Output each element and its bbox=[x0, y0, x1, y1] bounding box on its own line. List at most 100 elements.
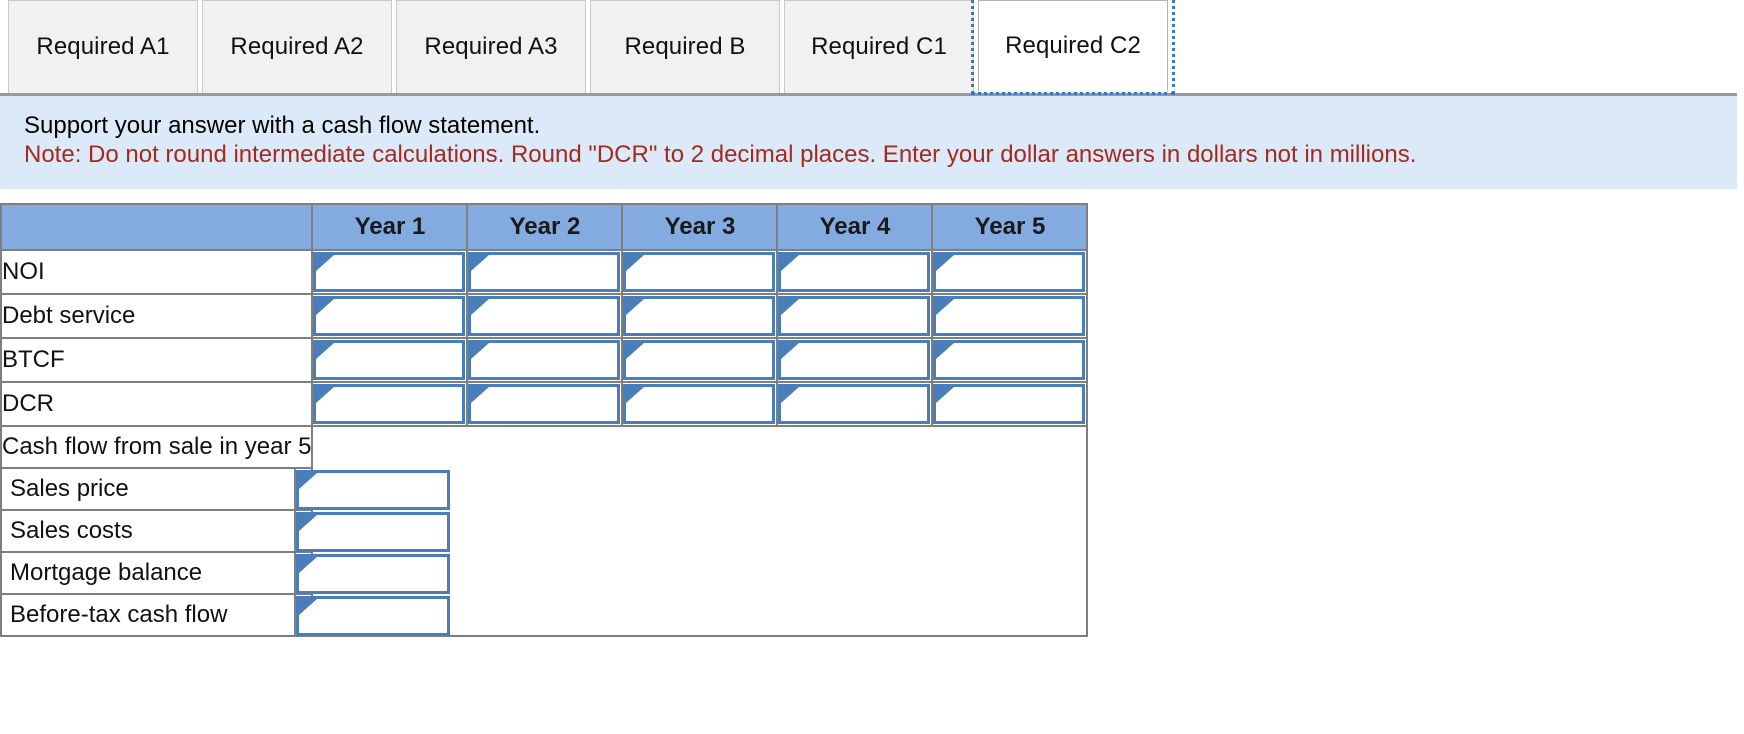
tab-required-b[interactable]: Required B bbox=[590, 0, 780, 93]
input-btcf-year-1[interactable] bbox=[316, 343, 463, 378]
row-label-mortgage-balance: Mortgage balance bbox=[2, 553, 296, 594]
input-debt-service-year-2[interactable] bbox=[471, 299, 618, 334]
cell-noi-year-1[interactable] bbox=[311, 249, 469, 296]
cell-dcr-year-5[interactable] bbox=[931, 381, 1089, 428]
cell-debt-service-year-5[interactable] bbox=[931, 293, 1089, 340]
cell-dcr-year-2[interactable] bbox=[466, 381, 624, 428]
column-header-year-3: Year 3 bbox=[621, 203, 779, 252]
input-mortgage-balance[interactable] bbox=[299, 557, 447, 592]
input-noi-year-3[interactable] bbox=[626, 255, 773, 290]
input-wrapper[interactable] bbox=[468, 252, 621, 293]
table-row: Cash flow from sale in year 5 bbox=[0, 425, 1089, 638]
table-row: Sales price bbox=[0, 467, 1088, 512]
cell-btcf-year-5[interactable] bbox=[931, 337, 1089, 384]
input-wrapper[interactable] bbox=[933, 296, 1086, 337]
input-wrapper[interactable] bbox=[468, 296, 621, 337]
input-before-tax-cash-flow[interactable] bbox=[299, 599, 447, 634]
input-wrapper[interactable] bbox=[296, 470, 450, 511]
cell-btcf-year-3[interactable] bbox=[621, 337, 779, 384]
row-label-noi: NOI bbox=[0, 249, 314, 296]
input-dcr-year-3[interactable] bbox=[626, 387, 773, 422]
table-row: BTCF bbox=[0, 337, 1089, 384]
cell-noi-year-2[interactable] bbox=[466, 249, 624, 296]
instruction-panel: Support your answer with a cash flow sta… bbox=[0, 96, 1737, 190]
input-btcf-year-3[interactable] bbox=[626, 343, 773, 378]
input-btcf-year-4[interactable] bbox=[781, 343, 928, 378]
column-header-year-1: Year 1 bbox=[311, 203, 469, 252]
input-wrapper[interactable] bbox=[313, 384, 466, 425]
cell-noi-year-3[interactable] bbox=[621, 249, 779, 296]
input-btcf-year-2[interactable] bbox=[471, 343, 618, 378]
cell-dcr-year-3[interactable] bbox=[621, 381, 779, 428]
table-row: Before-tax cash flow bbox=[0, 593, 1088, 638]
worksheet-container: Year 1 Year 2 Year 3 Year 4 Year 5 NOI D… bbox=[0, 189, 1744, 638]
tab-required-c2[interactable]: Required C2 bbox=[971, 0, 1175, 95]
input-dcr-year-4[interactable] bbox=[781, 387, 928, 422]
input-wrapper[interactable] bbox=[313, 296, 466, 337]
tab-label: Required C1 bbox=[811, 33, 947, 60]
cell-noi-year-4[interactable] bbox=[776, 249, 934, 296]
input-debt-service-year-4[interactable] bbox=[781, 299, 928, 334]
tab-required-a2[interactable]: Required A2 bbox=[202, 0, 392, 93]
tab-required-c1[interactable]: Required C1 bbox=[784, 0, 974, 93]
input-wrapper[interactable] bbox=[933, 340, 1086, 381]
cell-btcf-year-4[interactable] bbox=[776, 337, 934, 384]
tab-label: Required C2 bbox=[1005, 31, 1141, 59]
input-debt-service-year-5[interactable] bbox=[936, 299, 1083, 334]
cell-debt-service-year-1[interactable] bbox=[311, 293, 469, 340]
input-wrapper[interactable] bbox=[313, 252, 466, 293]
input-wrapper[interactable] bbox=[296, 554, 450, 595]
input-wrapper[interactable] bbox=[468, 340, 621, 381]
tab-required-a1[interactable]: Required A1 bbox=[8, 0, 198, 93]
cell-sales-costs[interactable]: Sales costs bbox=[0, 509, 1088, 554]
input-wrapper[interactable] bbox=[623, 340, 776, 381]
cell-dcr-year-1[interactable] bbox=[311, 381, 469, 428]
input-wrapper[interactable] bbox=[933, 252, 1086, 293]
cell-noi-year-5[interactable] bbox=[931, 249, 1089, 296]
input-dcr-year-2[interactable] bbox=[471, 387, 618, 422]
input-dcr-year-5[interactable] bbox=[936, 387, 1083, 422]
cell-debt-service-year-4[interactable] bbox=[776, 293, 934, 340]
input-debt-service-year-3[interactable] bbox=[626, 299, 773, 334]
input-wrapper[interactable] bbox=[778, 252, 931, 293]
table-row: Debt service bbox=[0, 293, 1089, 340]
input-wrapper[interactable] bbox=[623, 384, 776, 425]
input-dcr-year-1[interactable] bbox=[316, 387, 463, 422]
input-wrapper[interactable] bbox=[296, 512, 450, 553]
input-noi-year-2[interactable] bbox=[471, 255, 618, 290]
table-row: Mortgage balance bbox=[0, 551, 1088, 596]
table-header-row: Year 1 Year 2 Year 3 Year 4 Year 5 bbox=[0, 203, 1089, 252]
cell-dcr-year-4[interactable] bbox=[776, 381, 934, 428]
input-wrapper[interactable] bbox=[778, 384, 931, 425]
input-wrapper[interactable] bbox=[778, 296, 931, 337]
input-debt-service-year-1[interactable] bbox=[316, 299, 463, 334]
cell-debt-service-year-2[interactable] bbox=[466, 293, 624, 340]
tab-required-a3[interactable]: Required A3 bbox=[396, 0, 586, 93]
section-title-cash-flow-from-sale: Cash flow from sale in year 5 bbox=[0, 425, 314, 470]
input-wrapper[interactable] bbox=[296, 596, 450, 637]
cell-before-tax-cash-flow[interactable]: Before-tax cash flow bbox=[0, 593, 1088, 638]
input-wrapper[interactable] bbox=[933, 384, 1086, 425]
input-noi-year-4[interactable] bbox=[781, 255, 928, 290]
row-label-debt-service: Debt service bbox=[0, 293, 314, 340]
input-btcf-year-5[interactable] bbox=[936, 343, 1083, 378]
table-row: DCR bbox=[0, 381, 1089, 428]
cell-btcf-year-1[interactable] bbox=[311, 337, 469, 384]
corner-header bbox=[0, 203, 314, 252]
table-row: NOI bbox=[0, 249, 1089, 296]
input-wrapper[interactable] bbox=[623, 252, 776, 293]
cell-mortgage-balance[interactable]: Mortgage balance bbox=[0, 551, 1088, 596]
input-noi-year-1[interactable] bbox=[316, 255, 463, 290]
input-sales-price[interactable] bbox=[299, 473, 447, 508]
input-sales-costs[interactable] bbox=[299, 515, 447, 550]
cell-btcf-year-2[interactable] bbox=[466, 337, 624, 384]
input-wrapper[interactable] bbox=[468, 384, 621, 425]
input-wrapper[interactable] bbox=[313, 340, 466, 381]
input-wrapper[interactable] bbox=[778, 340, 931, 381]
cell-sales-price[interactable]: Sales price bbox=[0, 467, 1088, 512]
tab-label: Required A1 bbox=[36, 33, 170, 60]
row-label-sales-costs: Sales costs bbox=[2, 511, 296, 552]
input-noi-year-5[interactable] bbox=[936, 255, 1083, 290]
cell-debt-service-year-3[interactable] bbox=[621, 293, 779, 340]
input-wrapper[interactable] bbox=[623, 296, 776, 337]
